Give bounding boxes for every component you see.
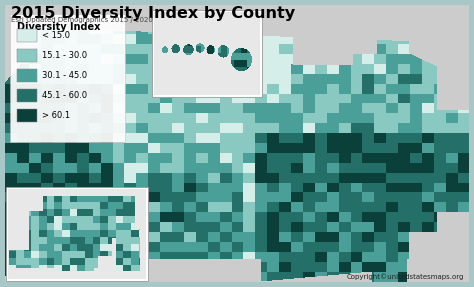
- FancyBboxPatch shape: [10, 14, 125, 142]
- Bar: [6, 187, 148, 281]
- Text: 2015 Diversity Index by County: 2015 Diversity Index by County: [11, 6, 295, 21]
- Text: Copyright©unitedstatesmaps.org: Copyright©unitedstatesmaps.org: [346, 273, 464, 280]
- Text: Esri Updated Demographics 2015 / 2020: Esri Updated Demographics 2015 / 2020: [11, 17, 153, 23]
- Text: 30.1 - 45.0: 30.1 - 45.0: [42, 71, 87, 80]
- Text: < 15.0: < 15.0: [42, 31, 70, 40]
- Bar: [17, 69, 37, 82]
- Bar: [17, 29, 37, 42]
- Bar: [152, 10, 262, 97]
- Text: > 60.1: > 60.1: [42, 111, 70, 120]
- Text: 45.1 - 60.0: 45.1 - 60.0: [42, 91, 87, 100]
- Text: Diversity Index: Diversity Index: [17, 22, 100, 32]
- Text: 15.1 - 30.0: 15.1 - 30.0: [42, 51, 87, 60]
- Bar: [17, 109, 37, 122]
- Bar: [17, 49, 37, 62]
- Bar: [17, 89, 37, 102]
